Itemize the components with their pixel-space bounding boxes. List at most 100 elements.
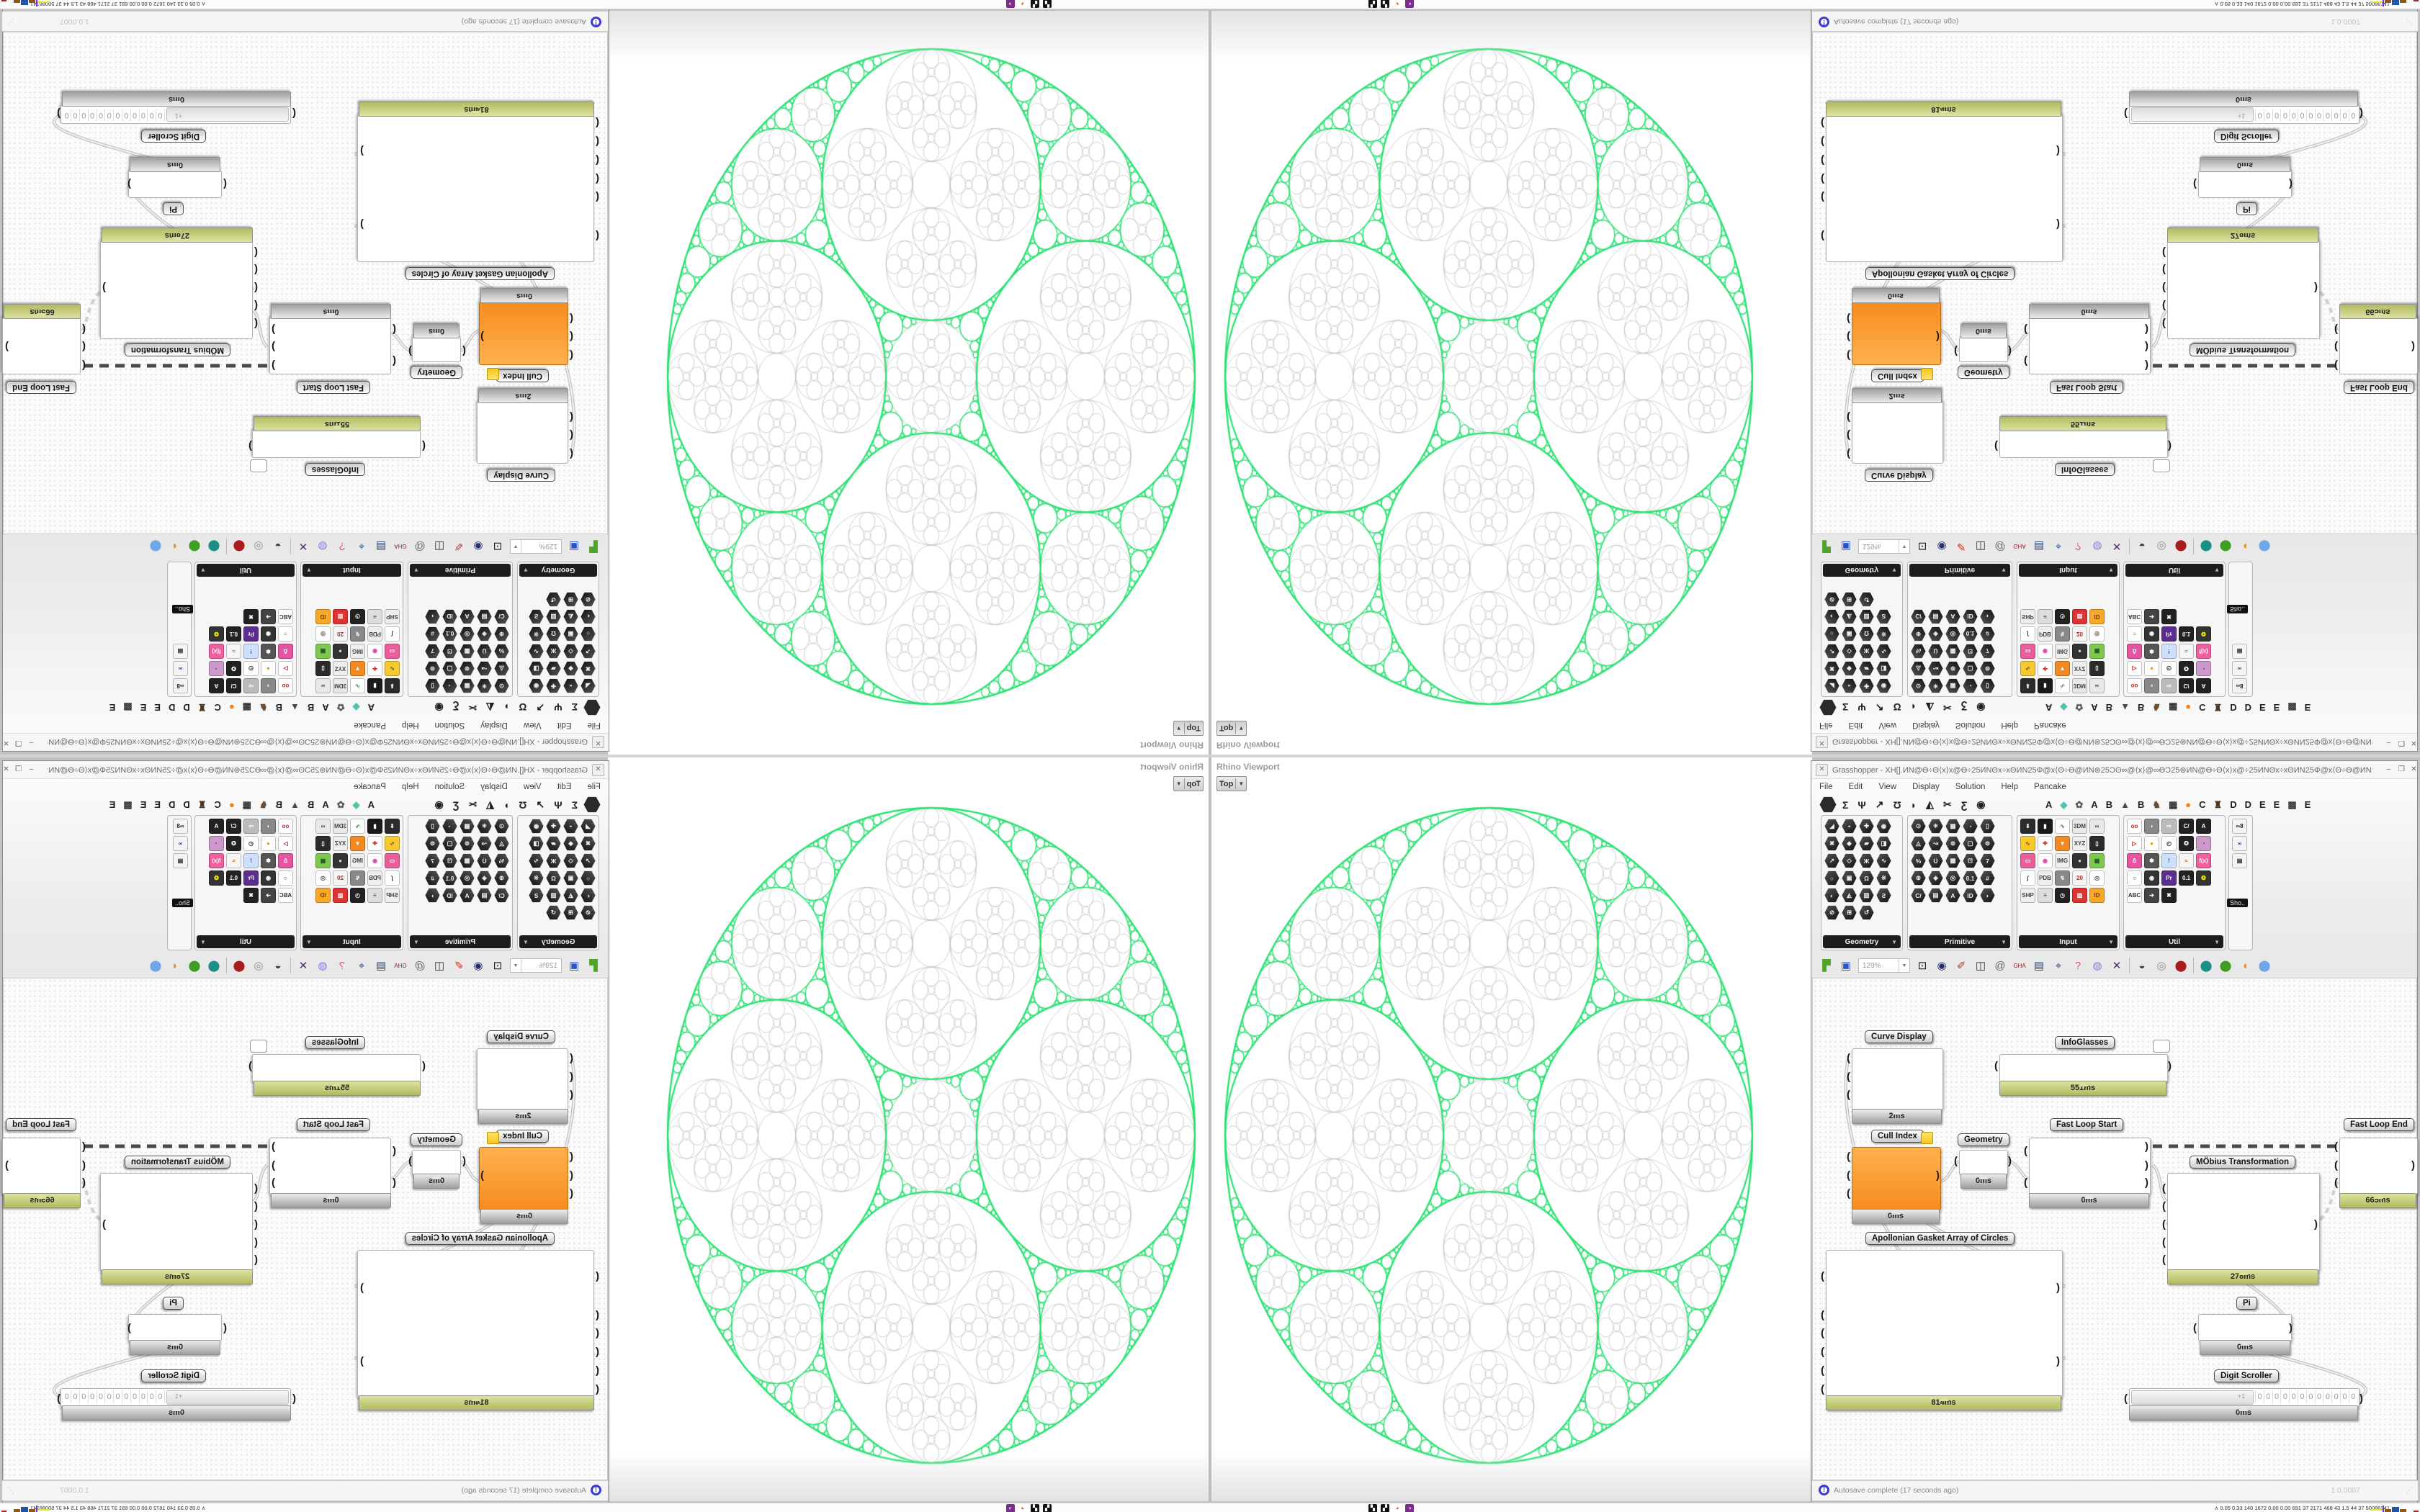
digit-cell[interactable]: 0 <box>156 1390 165 1403</box>
mobius-transformation-node[interactable] <box>2167 241 2320 339</box>
comment-bubble-icon[interactable] <box>250 1040 267 1053</box>
component-icon[interactable]: Ж <box>1859 853 1874 868</box>
component-icon[interactable]: ⊜ <box>1980 836 1995 851</box>
input-stub[interactable]: ( <box>1847 411 1850 423</box>
component-icon[interactable]: ID <box>2089 888 2105 903</box>
input-stub[interactable]: ( <box>82 323 86 336</box>
input-stub[interactable]: ( <box>82 1159 86 1171</box>
tray-qr-1-icon[interactable]: ▚ <box>1043 0 1052 8</box>
input-stub[interactable]: ( <box>2024 323 2027 336</box>
fast-loop-end-label[interactable]: Fast Loop End <box>6 381 76 394</box>
output-stub[interactable]: ) <box>272 341 275 353</box>
chevron-down-icon[interactable]: ▼ <box>1891 938 1897 945</box>
input-stub[interactable]: ( <box>1994 440 1998 452</box>
tab-plugin-2[interactable]: ✿ <box>2075 798 2084 810</box>
component-icon[interactable]: ◔ <box>2196 836 2211 851</box>
digit-cell[interactable]: 0 <box>2298 1390 2306 1403</box>
digit-cell[interactable]: 0 <box>2272 1390 2281 1403</box>
apollonian-gasket-node[interactable] <box>357 1250 594 1397</box>
input-stub[interactable]: ( <box>1821 1270 1824 1282</box>
zoom-level-select[interactable]: 129% ▼ <box>1858 958 1910 973</box>
digit-cell[interactable]: 0 <box>63 1390 72 1403</box>
component-icon[interactable]: ▦ <box>2089 853 2105 868</box>
component-icon[interactable]: ⊞ <box>1842 905 1857 920</box>
preview-eye-icon[interactable]: ◉ <box>1937 960 1947 972</box>
tab-plugin-14[interactable]: E <box>2259 799 2266 810</box>
input-stub[interactable]: ( <box>82 1140 86 1153</box>
tab-plugin-1[interactable]: ◆ <box>2060 798 2068 810</box>
digit-cell[interactable]: 0 <box>2323 1390 2331 1403</box>
input-stub[interactable]: ( <box>570 1052 573 1064</box>
cull-index-node[interactable] <box>1852 1147 1941 1210</box>
component-icon[interactable]: ◨ <box>1876 836 1891 851</box>
component-icon[interactable]: ▤ <box>2232 853 2247 868</box>
wire[interactable] <box>253 1164 268 1202</box>
digit-cell[interactable]: 0 <box>114 109 122 122</box>
digit-cell[interactable]: 0 <box>2314 1390 2323 1403</box>
sticky-note-icon[interactable] <box>1921 368 1933 380</box>
input-stub[interactable]: ( <box>596 117 599 129</box>
input-stub[interactable]: ( <box>596 1346 599 1358</box>
component-icon[interactable]: ≡ <box>2038 888 2053 903</box>
component-icon[interactable]: ⬇ <box>2020 819 2035 834</box>
save-file-icon[interactable]: ▣ <box>1840 960 1852 972</box>
fast-loop-start-label[interactable]: Fast Loop Start <box>296 381 370 394</box>
output-stub[interactable]: ) <box>2145 1140 2148 1153</box>
digit-cell[interactable]: 0 <box>97 109 106 122</box>
output-stub[interactable]: ) <box>480 330 484 343</box>
input-stub[interactable]: ( <box>462 345 466 357</box>
input-circle-stub[interactable]: ( <box>2162 300 2166 312</box>
input-stub[interactable]: ( <box>1821 191 1824 203</box>
maximize-icon[interactable]: ❒ <box>2398 765 2405 773</box>
curve-display-label[interactable]: Curve Display <box>1865 1030 1933 1043</box>
output-stub[interactable]: ) <box>360 218 364 230</box>
fast-loop-end-node[interactable] <box>2 318 81 374</box>
input-stub[interactable]: ( <box>2334 341 2338 353</box>
input-stub[interactable]: ( <box>2024 355 2027 367</box>
pi-label[interactable]: Pi <box>163 1297 184 1310</box>
wire[interactable] <box>391 1160 413 1180</box>
stats-caret[interactable]: ∧ <box>201 1 206 7</box>
component-icon[interactable]: ABC <box>2127 888 2142 903</box>
wire[interactable] <box>1940 1161 1960 1182</box>
tab-plugin-10[interactable]: C <box>2199 799 2206 810</box>
output-stub[interactable]: ) <box>272 1176 275 1189</box>
component-icon[interactable]: ▥ <box>2072 888 2087 903</box>
mobius-transformation-label[interactable]: MÖbius Transformation <box>2190 343 2296 356</box>
digit-cell[interactable]: 0 <box>88 1390 97 1403</box>
input-stub[interactable]: ( <box>570 1089 573 1101</box>
blob-blue-icon[interactable]: ⬤ <box>2258 960 2271 972</box>
apollonian-gasket-label[interactable]: Apollonian Gasket Array of Circles <box>1865 1232 2015 1245</box>
tray-qr-1-icon[interactable]: ▚ <box>1043 1504 1052 1512</box>
menu-item-pancake[interactable]: Pancake <box>2034 783 2066 791</box>
tab-category-4[interactable]: ◗ <box>1910 798 1917 811</box>
digit-cell[interactable]: 0 <box>2263 1390 2272 1403</box>
wire[interactable] <box>460 1161 480 1182</box>
component-icon[interactable]: ◉ <box>2144 870 2159 886</box>
output-stub[interactable]: ) <box>5 341 9 353</box>
input-stub[interactable]: ( <box>393 355 396 367</box>
tab-category-6[interactable]: ✂ <box>1942 798 1952 810</box>
component-icon[interactable]: A <box>1945 888 1960 903</box>
output-stub[interactable]: ) <box>248 1060 252 1072</box>
input-stub[interactable]: ( <box>1954 1155 1958 1167</box>
fast-loop-end-label[interactable]: Fast Loop End <box>2344 381 2414 394</box>
tab-plugin-15[interactable]: E <box>2273 799 2280 810</box>
component-icon[interactable]: ▰ <box>1859 836 1874 851</box>
input-q-stub[interactable]: ( <box>254 264 258 276</box>
component-icon[interactable]: ◎ <box>2089 870 2105 886</box>
cull-index-label[interactable]: Cull Index <box>496 369 549 382</box>
input-stub[interactable]: ( <box>462 1155 466 1167</box>
digit-scroller-label[interactable]: Digit Scroller <box>2214 1369 2279 1382</box>
component-icon[interactable]: ● <box>2072 853 2087 868</box>
digit-cell[interactable]: 0 <box>122 1390 131 1403</box>
digit-cell[interactable]: 0 <box>79 109 89 122</box>
find-icon[interactable]: ⌖ <box>2055 959 2062 972</box>
output-stub[interactable]: ) <box>1936 330 1940 343</box>
chevron-down-icon[interactable]: ▼ <box>2108 938 2114 945</box>
digit-cell[interactable]: 0 <box>2289 109 2298 122</box>
input-stub[interactable]: ( <box>1821 154 1824 166</box>
component-icon[interactable]: ∿ <box>2020 836 2035 851</box>
component-icon[interactable]: ◓ <box>1842 819 1857 834</box>
wire[interactable] <box>391 332 413 352</box>
